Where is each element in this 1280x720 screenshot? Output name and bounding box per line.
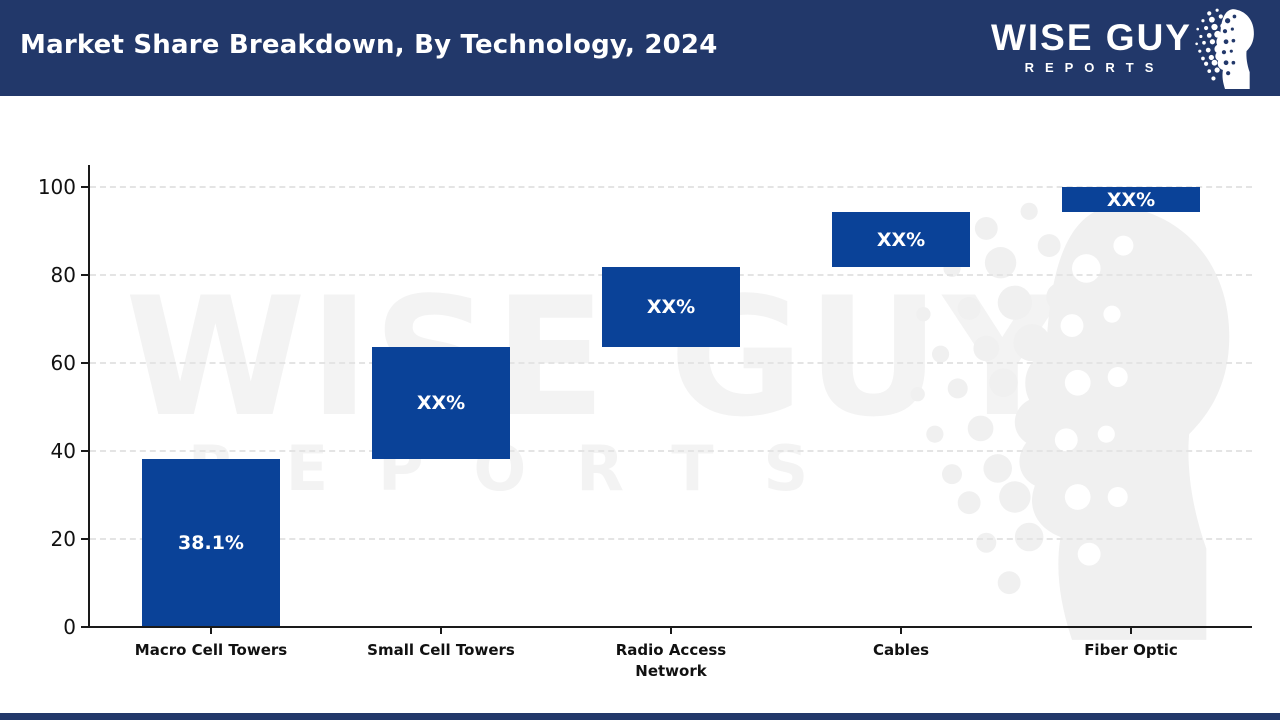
bar-0: 38.1% [142, 459, 280, 627]
page-title: Market Share Breakdown, By Technology, 2… [20, 30, 718, 60]
x-tick-mark-2 [670, 628, 672, 634]
x-tick-mark-0 [210, 628, 212, 634]
y-tick-mark-80 [81, 274, 88, 276]
logo-wordmark: WISE GUY [990, 17, 1192, 58]
y-tick-label-40: 40 [50, 439, 76, 463]
gridline-20 [90, 538, 1252, 540]
y-tick-mark-0 [81, 626, 88, 628]
y-axis [88, 165, 90, 628]
y-tick-label-80: 80 [50, 263, 76, 287]
footer-bar [0, 713, 1280, 720]
y-tick-label-0: 0 [63, 615, 76, 639]
y-tick-label-60: 60 [50, 351, 76, 375]
bar-3: XX% [832, 212, 970, 268]
gridline-100 [90, 186, 1252, 188]
y-tick-label-20: 20 [50, 527, 76, 551]
x-tick-label-1: Small Cell Towers [367, 641, 515, 659]
x-tick-label-4: Fiber Optic [1084, 641, 1178, 659]
bar-value-label-1: XX% [416, 392, 466, 415]
header-bar: Market Share Breakdown, By Technology, 2… [0, 0, 1280, 96]
gridline-60 [90, 362, 1252, 364]
logo-text: WISE GUY REPORTS [991, 19, 1192, 77]
wise-guy-reports-logo: WISE GUY REPORTS [991, 6, 1266, 90]
y-tick-mark-40 [81, 450, 88, 452]
x-tick-label-2: Radio Access Network [615, 641, 727, 680]
x-tick-label-0: Macro Cell Towers [134, 641, 288, 659]
dotted-face-icon [1195, 8, 1254, 89]
bar-4: XX% [1062, 187, 1200, 213]
logo-subtitle: REPORTS [1024, 60, 1165, 75]
x-tick-label-3: Cables [872, 641, 930, 659]
bar-value-label-4: XX% [1106, 188, 1156, 211]
y-tick-mark-20 [81, 538, 88, 540]
bar-value-label-2: XX% [646, 296, 696, 319]
bar-value-label-3: XX% [876, 228, 926, 251]
y-tick-label-100: 100 [37, 175, 76, 199]
watermark-wordmark: WISE GUY [125, 262, 1065, 453]
x-tick-mark-3 [900, 628, 902, 634]
x-tick-mark-1 [440, 628, 442, 634]
y-tick-mark-60 [81, 362, 88, 364]
x-tick-mark-4 [1130, 628, 1132, 634]
gridline-40 [90, 450, 1252, 452]
bar-2: XX% [602, 267, 740, 348]
bar-1: XX% [372, 347, 510, 460]
y-tick-mark-100 [81, 186, 88, 188]
bar-value-label-0: 38.1% [178, 532, 244, 555]
x-axis [83, 626, 1252, 628]
